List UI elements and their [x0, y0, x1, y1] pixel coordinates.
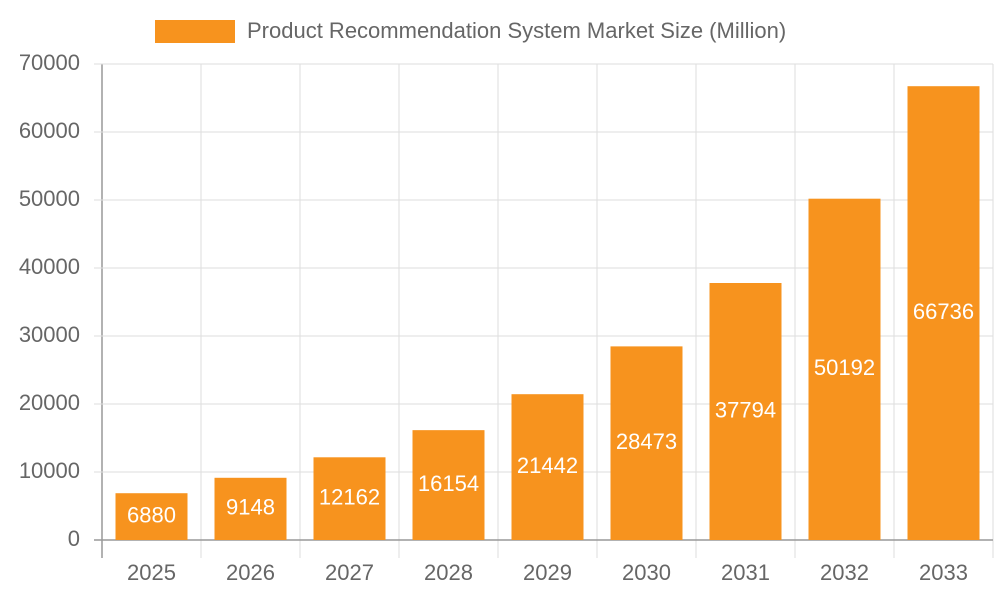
data-label: 6880: [127, 502, 176, 527]
data-label: 9148: [226, 495, 275, 520]
bar: [511, 394, 584, 540]
data-label: 50192: [814, 355, 875, 380]
data-label: 28473: [616, 429, 677, 454]
bar: [709, 283, 782, 540]
bar: [610, 346, 683, 540]
data-label: 66736: [913, 299, 974, 324]
data-label: 16154: [418, 471, 479, 496]
y-tick-label: 20000: [19, 390, 80, 415]
y-tick-label: 30000: [19, 322, 80, 347]
legend-swatch: [155, 20, 235, 43]
bar: [808, 198, 881, 540]
data-label: 12162: [319, 484, 380, 509]
y-tick-label: 70000: [19, 50, 80, 75]
y-tick-label: 40000: [19, 254, 80, 279]
bar: [412, 430, 485, 540]
bar: [214, 477, 287, 540]
bar: [313, 457, 386, 540]
x-tick-label: 2030: [622, 560, 671, 585]
legend-label: Product Recommendation System Market Siz…: [247, 18, 786, 43]
bar: [907, 86, 980, 541]
data-label: 21442: [517, 453, 578, 478]
y-tick-label: 10000: [19, 458, 80, 483]
y-tick-label: 60000: [19, 118, 80, 143]
x-tick-label: 2028: [424, 560, 473, 585]
x-tick-label: 2029: [523, 560, 572, 585]
x-tick-label: 2026: [226, 560, 275, 585]
x-tick-label: 2031: [721, 560, 770, 585]
y-tick-label: 0: [68, 526, 80, 551]
x-tick-label: 2025: [127, 560, 176, 585]
x-tick-label: 2033: [919, 560, 968, 585]
x-tick-label: 2032: [820, 560, 869, 585]
data-label: 37794: [715, 397, 776, 422]
bar: [115, 493, 188, 540]
x-tick-label: 2027: [325, 560, 374, 585]
y-tick-label: 50000: [19, 186, 80, 211]
